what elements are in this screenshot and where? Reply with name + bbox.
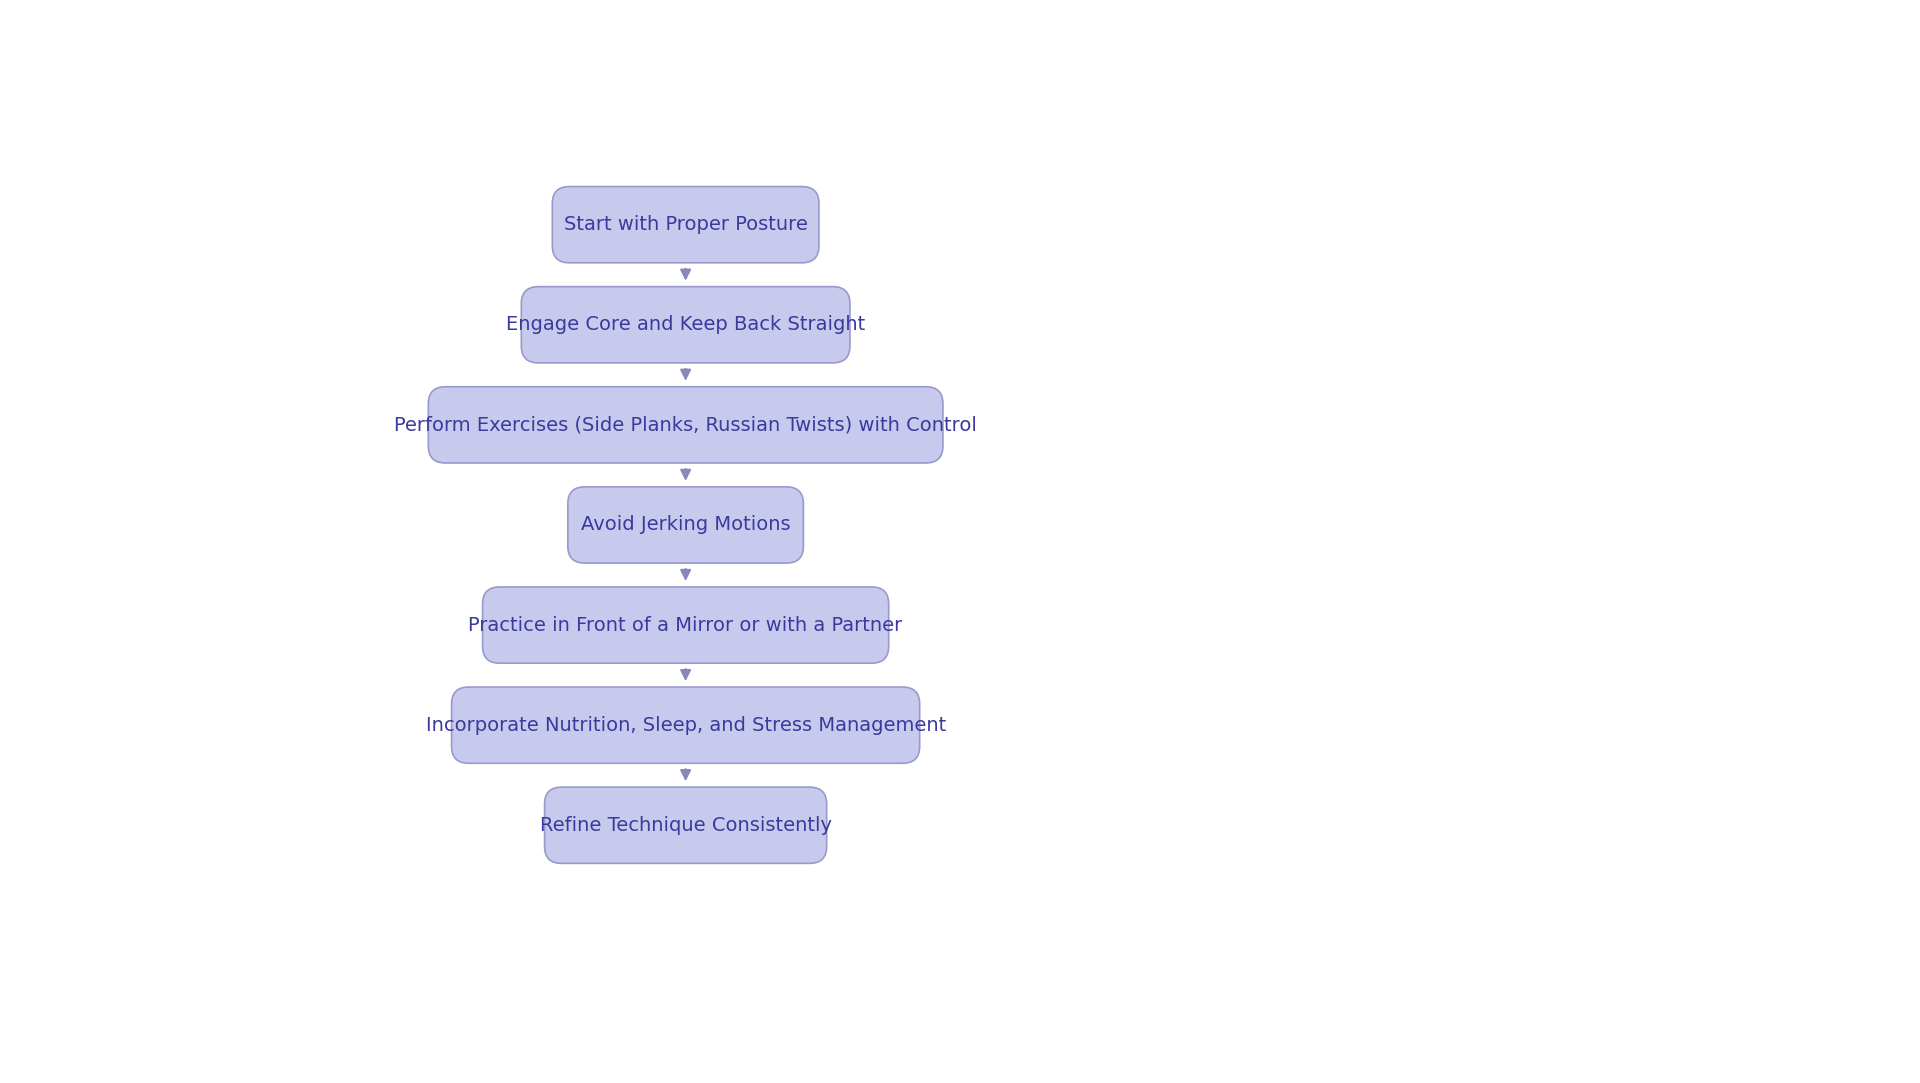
FancyBboxPatch shape [545,787,828,863]
FancyBboxPatch shape [522,287,851,363]
Text: Practice in Front of a Mirror or with a Partner: Practice in Front of a Mirror or with a … [468,615,902,635]
Text: Engage Core and Keep Back Straight: Engage Core and Keep Back Straight [507,315,866,335]
Text: Incorporate Nutrition, Sleep, and Stress Management: Incorporate Nutrition, Sleep, and Stress… [426,716,947,734]
Text: Refine Technique Consistently: Refine Technique Consistently [540,815,831,835]
FancyBboxPatch shape [568,487,803,563]
Text: Perform Exercises (Side Planks, Russian Twists) with Control: Perform Exercises (Side Planks, Russian … [394,416,977,434]
FancyBboxPatch shape [451,687,920,764]
Text: Start with Proper Posture: Start with Proper Posture [564,216,808,234]
FancyBboxPatch shape [482,587,889,663]
FancyBboxPatch shape [428,387,943,464]
Text: Avoid Jerking Motions: Avoid Jerking Motions [582,516,791,535]
FancyBboxPatch shape [553,186,820,263]
